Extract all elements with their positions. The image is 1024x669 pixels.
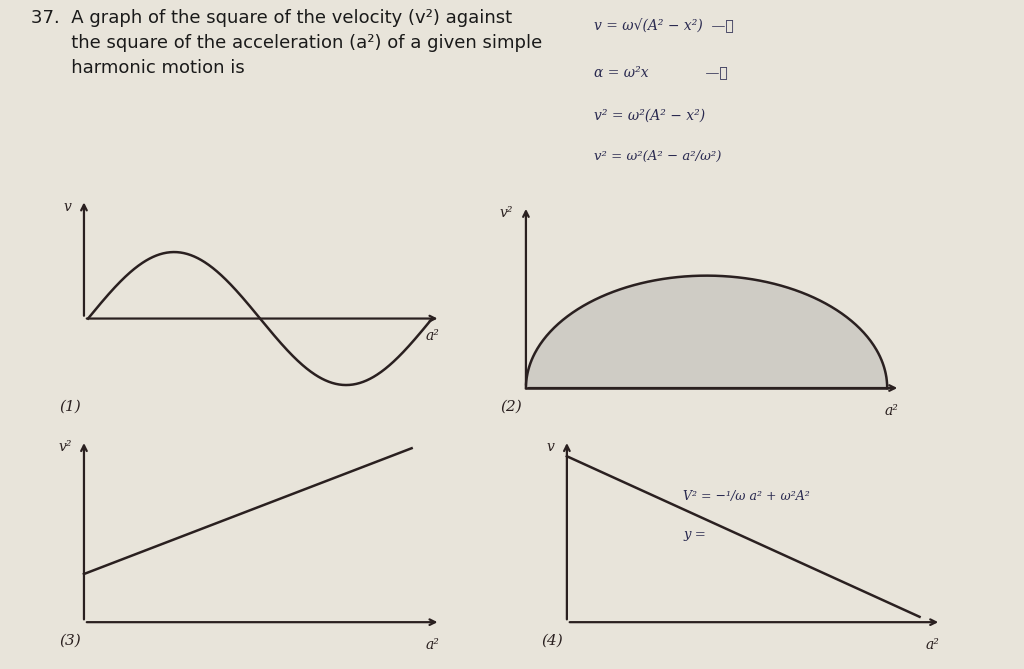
- Text: (1): (1): [59, 399, 81, 413]
- Text: a²: a²: [885, 404, 898, 418]
- Text: (2): (2): [500, 399, 522, 413]
- Text: v² = ω²(A² − a²/ω²): v² = ω²(A² − a²/ω²): [594, 150, 721, 163]
- Text: α = ω²x             —②: α = ω²x —②: [594, 66, 728, 80]
- Text: (4): (4): [541, 634, 563, 648]
- Text: a²: a²: [926, 638, 939, 652]
- Text: v: v: [546, 440, 554, 454]
- Text: a²: a²: [425, 638, 439, 652]
- Text: V² = −¹/ω a² + ω²A²: V² = −¹/ω a² + ω²A²: [683, 490, 810, 502]
- Text: v²: v²: [500, 206, 513, 220]
- Text: v² = ω²(A² − x²): v² = ω²(A² − x²): [594, 108, 706, 122]
- Text: 37.  A graph of the square of the velocity (v²) against
       the square of the: 37. A graph of the square of the velocit…: [31, 9, 542, 78]
- Text: y =: y =: [683, 529, 706, 541]
- Text: v = ω√(A² − x²)  —①: v = ω√(A² − x²) —①: [594, 19, 733, 33]
- Text: v²: v²: [58, 440, 72, 454]
- Text: (3): (3): [59, 634, 81, 648]
- Text: v: v: [63, 199, 72, 213]
- Text: a²: a²: [425, 329, 439, 343]
